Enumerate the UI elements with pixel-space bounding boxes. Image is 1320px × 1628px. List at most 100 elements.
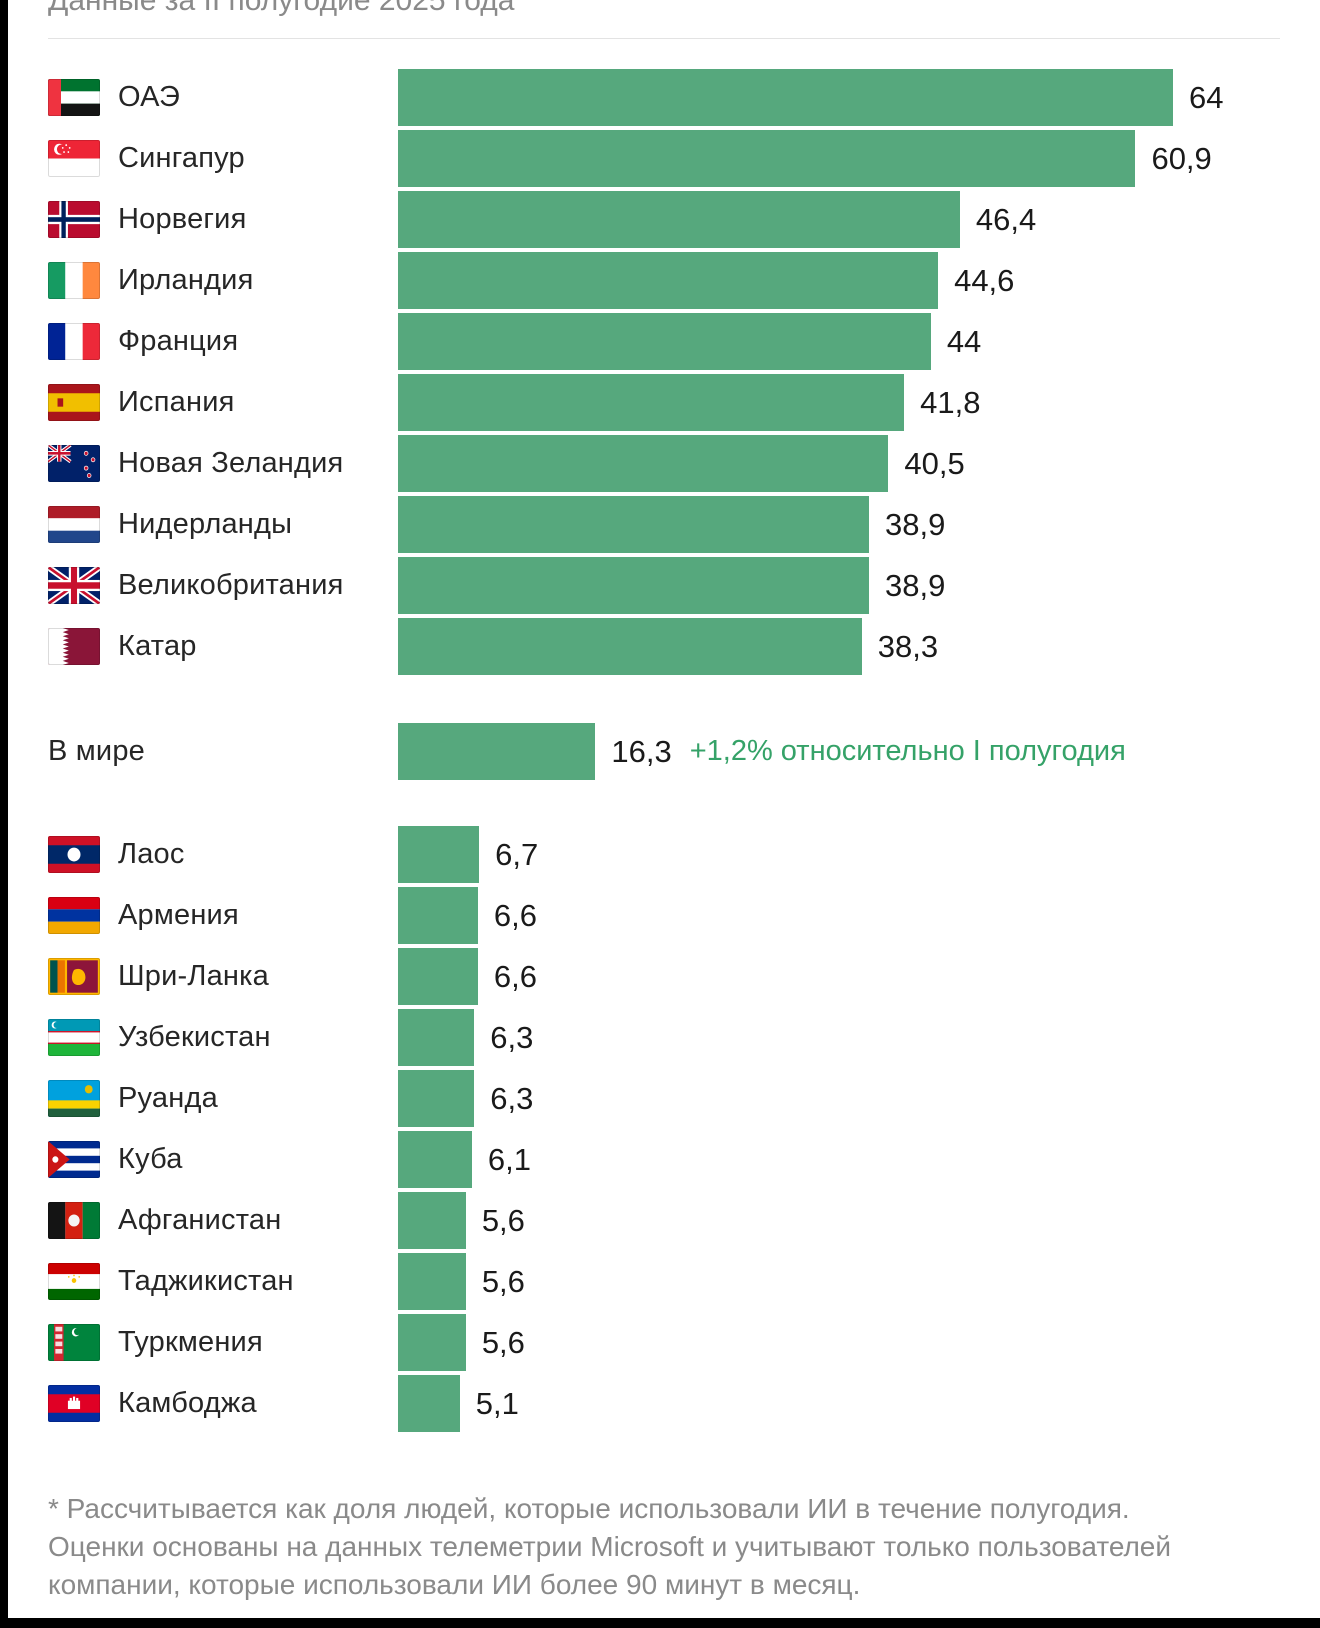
value-label: 38,9	[885, 506, 946, 542]
value-bar	[398, 826, 480, 883]
value-label: 38,3	[877, 628, 939, 664]
value-label: 5,6	[481, 1202, 525, 1238]
country-label: Катар	[118, 630, 197, 662]
value-bar	[398, 887, 478, 944]
flag-rwanda-icon	[48, 1080, 100, 1117]
country-label: Нидерланды	[118, 508, 293, 540]
value-label: 6,6	[493, 958, 538, 994]
country-row: Шри-Ланка 6,6	[48, 946, 1280, 1007]
flag-uzbekistan-icon	[48, 1019, 100, 1056]
value-bar	[398, 618, 862, 675]
value-bar	[398, 1375, 460, 1432]
country-row: Лаос 6,7	[48, 824, 1280, 885]
chart-subtitle-clip: Данные за II полугодие 2025 года	[48, 0, 1280, 20]
value-label: 5,6	[481, 1324, 525, 1360]
value-label: 6,7	[495, 836, 539, 872]
flag-france-icon	[48, 323, 100, 360]
value-bar	[398, 191, 960, 248]
flag-cuba-icon	[48, 1141, 100, 1178]
value-bar	[398, 374, 905, 431]
country-label: Лаос	[118, 838, 185, 870]
country-row: Норвегия 46,4	[48, 189, 1280, 250]
value-bar	[398, 1009, 475, 1066]
flag-sri-lanka-icon	[48, 958, 100, 995]
flag-new-zealand-icon	[48, 445, 100, 482]
value-label: 64	[1189, 79, 1224, 115]
value-label: 44,6	[954, 262, 1015, 298]
country-label: ОАЭ	[118, 81, 181, 113]
value-label: 38,9	[885, 567, 946, 603]
country-row: ОАЭ 64	[48, 67, 1280, 128]
country-row: Туркмения 5,6	[48, 1312, 1280, 1373]
country-row: Камбоджа 5,1	[48, 1373, 1280, 1434]
country-label: Сингапур	[118, 142, 245, 174]
value-bar	[398, 1253, 466, 1310]
country-row: Афганистан 5,6	[48, 1190, 1280, 1251]
country-row: Катар 38,3	[48, 616, 1280, 677]
flag-uk-icon	[48, 567, 100, 604]
value-bar	[398, 130, 1136, 187]
value-bar	[398, 1131, 472, 1188]
flag-spain-icon	[48, 384, 100, 421]
country-label: Руанда	[118, 1082, 218, 1114]
country-row: Новая Зеландия 40,5	[48, 433, 1280, 494]
country-row: Армения 6,6	[48, 885, 1280, 946]
infographic-page: Данные за II полугодие 2025 года ОАЭ 64 Си…	[8, 0, 1320, 1618]
country-row: Франция 44	[48, 311, 1280, 372]
value-bar	[398, 69, 1173, 126]
value-bar	[398, 948, 478, 1005]
value-bar	[398, 1314, 466, 1371]
country-label: Афганистан	[118, 1204, 282, 1236]
country-label: Франция	[118, 325, 239, 357]
value-label: 40,5	[904, 445, 965, 481]
value-bar	[398, 435, 889, 492]
world-bar	[398, 723, 596, 780]
value-bar	[398, 496, 870, 553]
chart-subtitle: Данные за II полугодие 2025 года	[48, 0, 515, 17]
value-label: 60,9	[1151, 140, 1212, 176]
country-row: Руанда 6,3	[48, 1068, 1280, 1129]
flag-singapore-icon	[48, 140, 100, 177]
bottom-countries-list: Лаос 6,7 Армения 6,6 Шри-Ланка 6,6 Узбекистан 6…	[48, 824, 1280, 1434]
flag-netherlands-icon	[48, 506, 100, 543]
value-bar	[398, 557, 870, 614]
value-bar	[398, 1192, 466, 1249]
country-label: Новая Зеландия	[118, 447, 344, 479]
top-countries-list: ОАЭ 64 Сингапур 60,9 Норвегия 46,4 Ирландия 44,…	[48, 67, 1280, 677]
country-row: Сингапур 60,9	[48, 128, 1280, 189]
country-row: Ирландия 44,6	[48, 250, 1280, 311]
value-label: 5,6	[481, 1263, 525, 1299]
value-label: 46,4	[975, 201, 1037, 237]
footnote: * Рассчитывается как доля людей, которые…	[48, 1493, 1172, 1600]
country-label: Таджикистан	[118, 1265, 294, 1297]
divider	[48, 38, 1280, 39]
flag-norway-icon	[48, 201, 100, 238]
flag-uae-icon	[48, 79, 100, 116]
flag-turkmenistan-icon	[48, 1324, 100, 1361]
country-label: Норвегия	[118, 203, 247, 235]
country-label: Куба	[118, 1143, 183, 1175]
country-row: Куба 6,1	[48, 1129, 1280, 1190]
country-label: Узбекистан	[118, 1021, 271, 1053]
value-bar	[398, 252, 939, 309]
value-bar	[398, 313, 931, 370]
world-value: 16,3	[611, 733, 672, 769]
value-label: 6,3	[490, 1080, 534, 1116]
value-label: 5,1	[475, 1385, 519, 1421]
country-row: Испания 41,8	[48, 372, 1280, 433]
world-label: В мире	[48, 735, 145, 767]
country-row: Нидерланды 38,9	[48, 494, 1280, 555]
value-label: 41,8	[920, 384, 981, 420]
flag-laos-icon	[48, 836, 100, 873]
flag-afghanistan-icon	[48, 1202, 100, 1239]
country-label: Камбоджа	[118, 1387, 257, 1419]
value-label: 6,1	[487, 1141, 531, 1177]
flag-cambodia-icon	[48, 1385, 100, 1422]
value-bar	[398, 1070, 475, 1127]
world-row: В мире 16,3 +1,2% относительно I полугод…	[48, 721, 1280, 782]
value-label: 44	[946, 323, 982, 359]
world-note: +1,2% относительно I полугодия	[689, 735, 1126, 767]
value-label: 6,3	[490, 1019, 534, 1055]
country-label: Армения	[118, 899, 239, 931]
